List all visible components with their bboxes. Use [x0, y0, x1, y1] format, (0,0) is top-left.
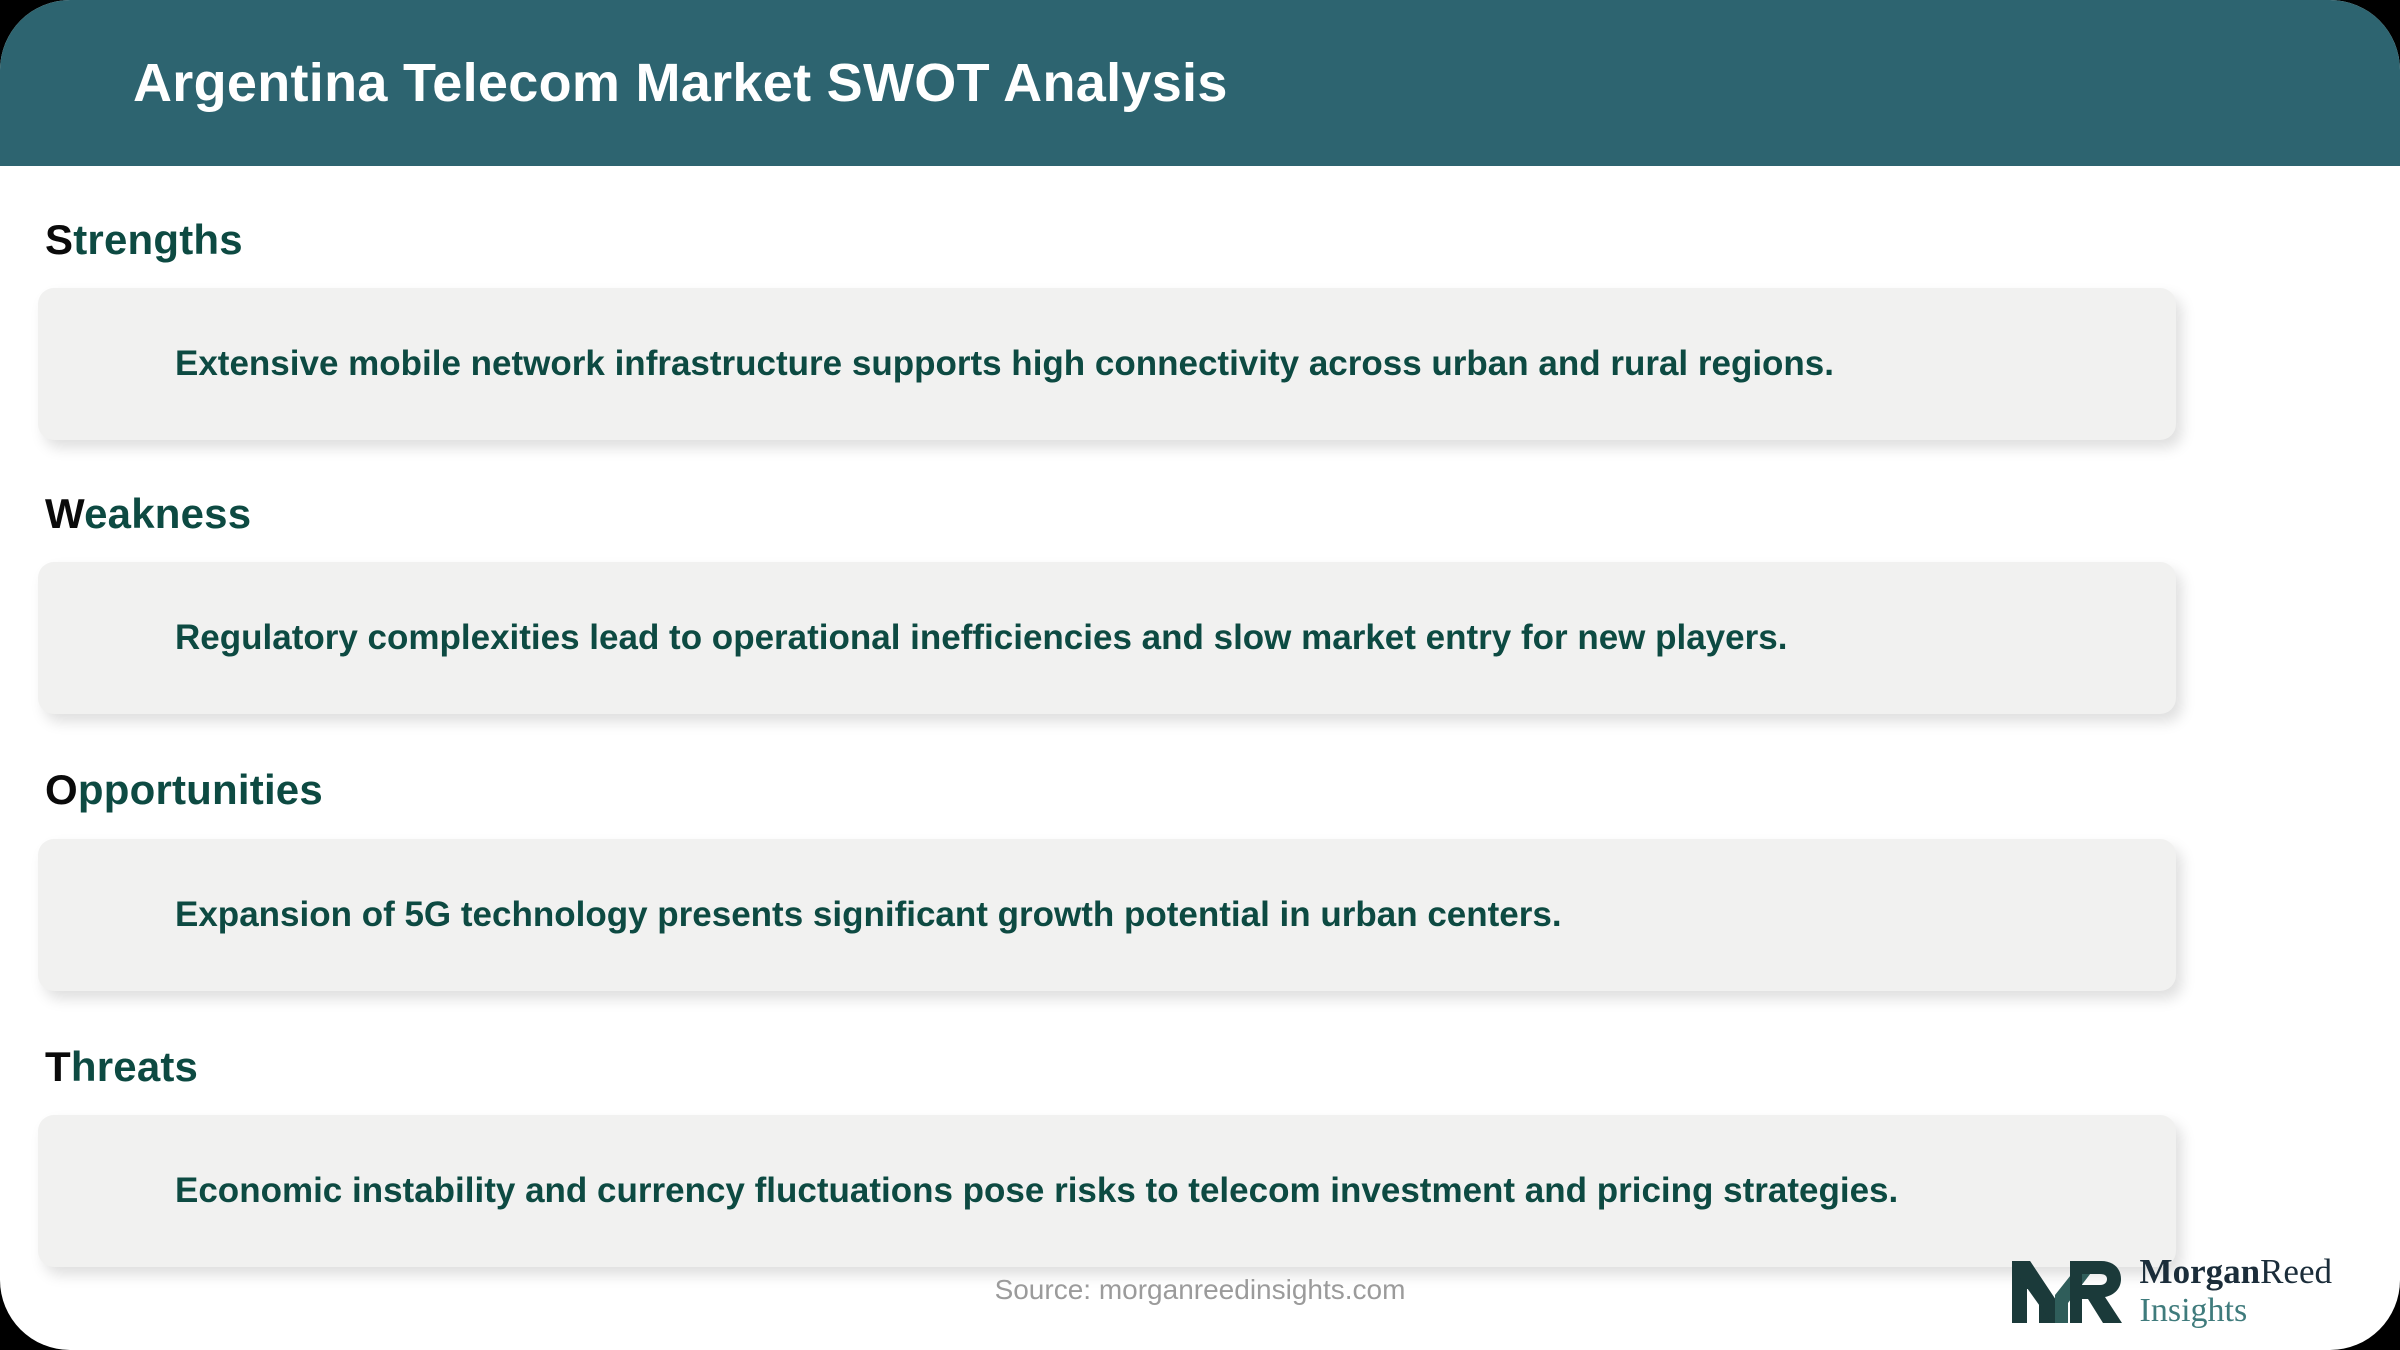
logo-name-regular: Reed	[2260, 1252, 2332, 1291]
logo-name-bold: Morgan	[2139, 1252, 2261, 1291]
mr-monogram-icon	[2011, 1261, 2122, 1323]
section-heading-opportunities: Opportunities	[45, 714, 2400, 814]
heading-initial-letter: T	[45, 1043, 71, 1090]
card-body-text: Regulatory complexities lead to operatio…	[175, 617, 1788, 657]
section-threats: Threats Economic instability and currenc…	[0, 991, 2400, 1267]
section-heading-strengths: Strengths	[45, 166, 2400, 264]
card-body-text: Extensive mobile network infrastructure …	[175, 343, 1834, 383]
content-card-opportunities: Expansion of 5G technology presents sign…	[38, 839, 2176, 991]
section-strengths: Strengths Extensive mobile network infra…	[0, 166, 2400, 440]
card-body-text: Economic instability and currency fluctu…	[175, 1170, 1899, 1210]
content-card-strengths: Extensive mobile network infrastructure …	[38, 288, 2176, 440]
content-card-weakness: Regulatory complexities lead to operatio…	[38, 562, 2176, 714]
logo-wordmark: MorganReed Insights	[2140, 1254, 2332, 1328]
page-title: Argentina Telecom Market SWOT Analysis	[133, 53, 1228, 113]
logo-tagline: Insights	[2139, 1292, 2248, 1329]
logo-company-name: MorganReed	[2140, 1254, 2332, 1289]
footer: Source: morganreedinsights.com MorganRee…	[0, 1240, 2400, 1350]
section-opportunities: Opportunities Expansion of 5G technology…	[0, 714, 2400, 991]
heading-initial-letter: S	[45, 216, 74, 263]
heading-remainder: pportunities	[77, 766, 323, 813]
heading-initial-letter: O	[45, 766, 78, 813]
heading-remainder: trengths	[73, 216, 243, 263]
heading-remainder: hreats	[70, 1043, 199, 1090]
content-card-threats: Economic instability and currency fluctu…	[38, 1115, 2176, 1267]
source-attribution: Source: morganreedinsights.com	[994, 1274, 1406, 1305]
card-body-text: Expansion of 5G technology presents sign…	[175, 894, 1562, 934]
heading-remainder: eakness	[84, 490, 252, 537]
section-weakness: Weakness Regulatory complexities lead to…	[0, 440, 2400, 714]
swot-sections: Strengths Extensive mobile network infra…	[0, 166, 2400, 1267]
section-heading-weakness: Weakness	[45, 440, 2400, 538]
section-heading-threats: Threats	[45, 991, 2400, 1091]
header-banner: Argentina Telecom Market SWOT Analysis	[0, 0, 2400, 166]
heading-initial-letter: W	[45, 490, 85, 537]
brand-logo: MorganReed Insights	[2008, 1254, 2332, 1328]
